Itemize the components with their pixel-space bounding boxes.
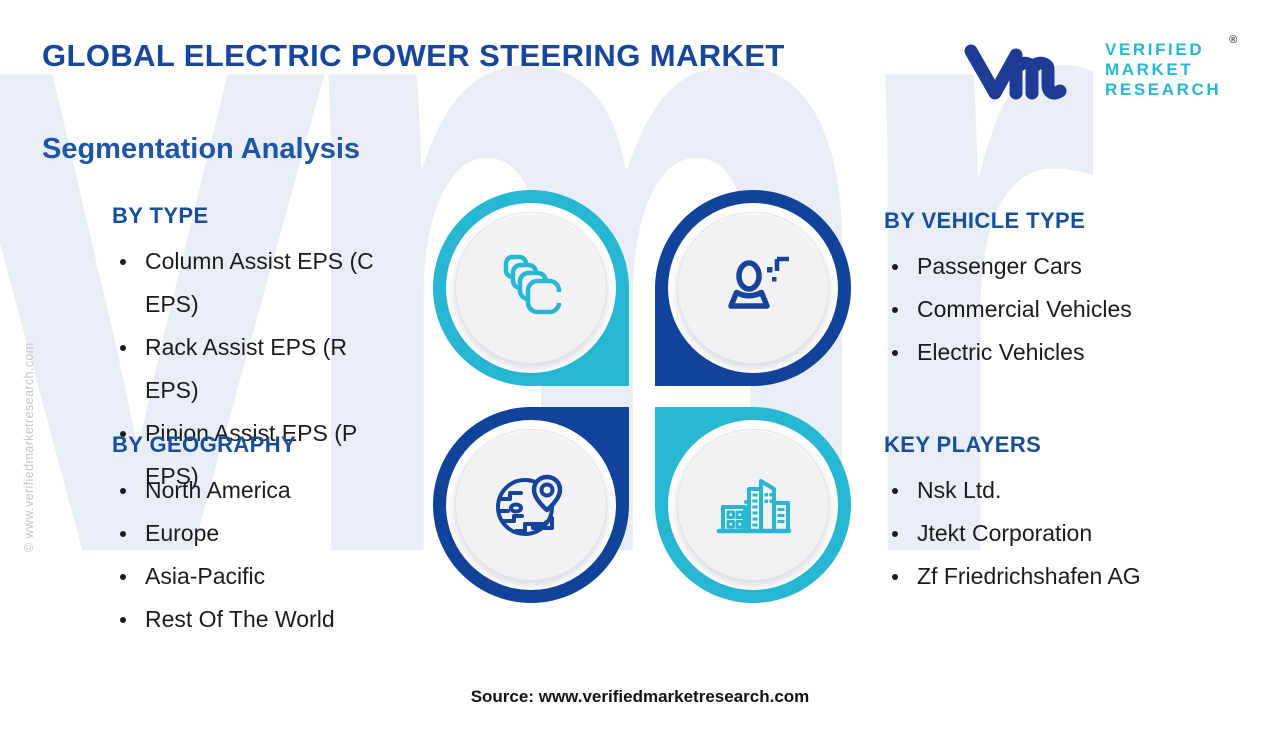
quadrant-by-vehicle-type (655, 190, 851, 386)
logo-line-market: MARKET (1105, 60, 1194, 79)
quadrant-white-ring (446, 203, 616, 373)
person-icon (711, 244, 795, 333)
quadrant-white-ring (446, 420, 616, 590)
globe-location-icon (489, 461, 573, 550)
logo-line-research: RESEARCH (1105, 80, 1222, 99)
quadrant-inner-circle (455, 212, 607, 364)
section-heading: KEY PLAYERS (884, 432, 1042, 457)
quadrant-key-players (655, 407, 851, 603)
list-item: Nsk Ltd. (884, 469, 1141, 512)
list-item: Zf Friedrichshafen AG (884, 555, 1141, 598)
quadrant-by-geography (433, 407, 629, 603)
list-item: Column Assist EPS (C EPS) (112, 240, 390, 326)
section-list: Nsk Ltd. Jtekt Corporation Zf Friedrichs… (884, 469, 1141, 598)
list-item: Passenger Cars (884, 245, 1132, 288)
subtitle: Segmentation Analysis (42, 133, 361, 165)
source-line: Source: www.verifiedmarketresearch.com (470, 687, 810, 706)
list-item: Rest Of The World (112, 598, 335, 641)
section-heading: BY VEHICLE TYPE (884, 208, 1086, 233)
section-by-geography: BY GEOGRAPHY North America Europe Asia-P… (112, 432, 335, 641)
list-item: Europe (112, 512, 335, 555)
vmr-monogram-icon (963, 40, 1091, 107)
quadrant-white-ring (668, 420, 838, 590)
logo-wordmark: VERIFIED MARKET RESEARCH ® (1105, 34, 1237, 100)
quadrant-inner-circle (677, 429, 829, 581)
list-item: Jtekt Corporation (884, 512, 1141, 555)
section-list: Passenger Cars Commercial Vehicles Elect… (884, 245, 1132, 374)
quadrant-inner-circle (455, 429, 607, 581)
buildings-icon (711, 461, 795, 550)
section-by-type: BY TYPE Column Assist EPS (C EPS) Rack A… (112, 203, 390, 498)
stacked-squares-icon (489, 244, 573, 333)
side-copyright: © www.verifiedmarketresearch.com (22, 342, 36, 552)
section-list: North America Europe Asia-Pacific Rest O… (112, 469, 335, 641)
list-item: Electric Vehicles (884, 331, 1132, 374)
list-item: Pinion Assist EPS (P EPS) (112, 412, 390, 498)
section-key-players: KEY PLAYERS Nsk Ltd. Jtekt Corporation Z… (884, 432, 1141, 598)
list-item: Rack Assist EPS (R EPS) (112, 326, 390, 412)
list-item: North America (112, 469, 335, 512)
page-title: GLOBAL ELECTRIC POWER STEERING MARKET (42, 38, 785, 73)
list-item: Asia-Pacific (112, 555, 335, 598)
list-item: Commercial Vehicles (884, 288, 1132, 331)
section-heading: BY GEOGRAPHY (112, 432, 297, 457)
logo-line-verified: VERIFIED (1105, 40, 1205, 59)
section-list: Column Assist EPS (C EPS) Rack Assist EP… (112, 240, 390, 498)
vmr-logo: VERIFIED MARKET RESEARCH ® (963, 34, 1237, 107)
quadrant-white-ring (668, 203, 838, 373)
registered-mark: ® (1229, 34, 1238, 46)
section-heading: BY TYPE (112, 203, 209, 228)
quadrant-by-type (433, 190, 629, 386)
section-by-vehicle-type: BY VEHICLE TYPE Passenger Cars Commercia… (884, 208, 1132, 374)
quadrant-inner-circle (677, 212, 829, 364)
